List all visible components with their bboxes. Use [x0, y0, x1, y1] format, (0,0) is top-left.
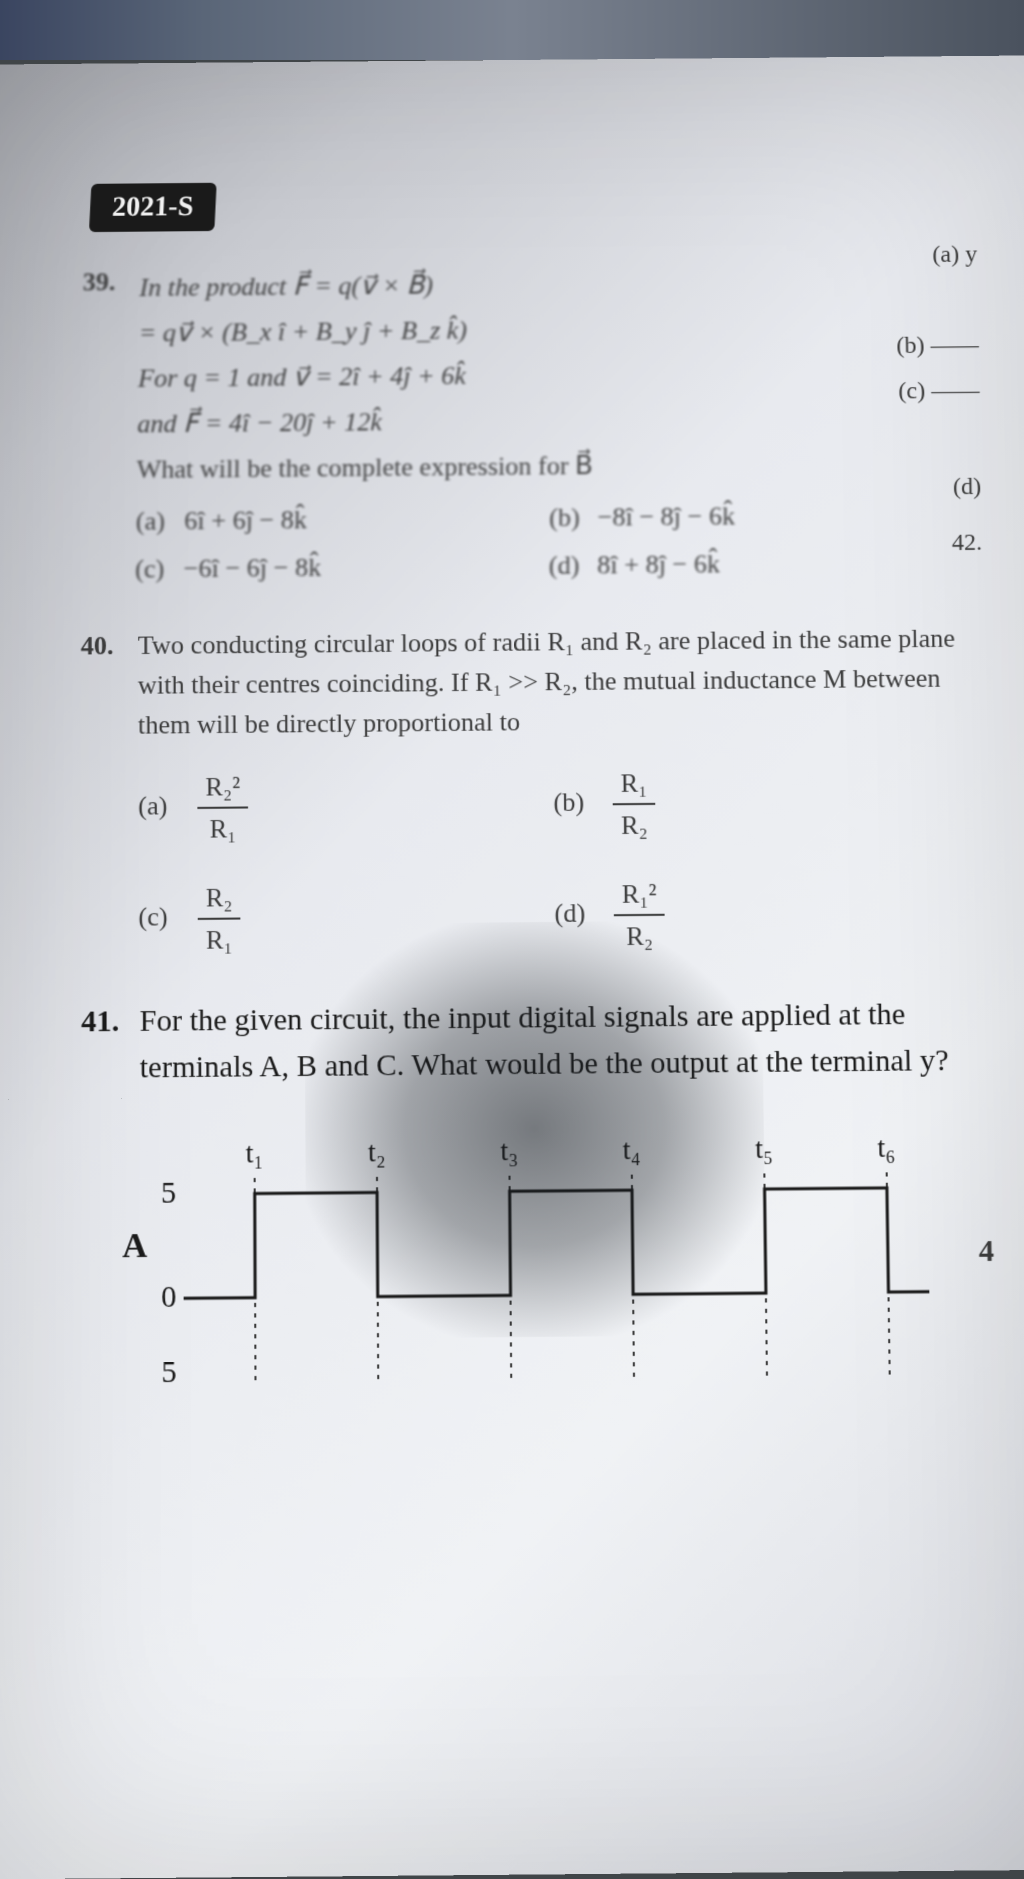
eq-line: In the product F⃗ = q(v⃗ × B⃗)	[139, 261, 962, 307]
eq-line: For q = 1 and v⃗ = 2î + 4ĵ + 6k̂	[138, 351, 963, 398]
side-annotation-4: 4	[978, 1234, 994, 1270]
option-d: (d) R₁² R₂	[554, 871, 971, 957]
numerator: R₂	[198, 877, 241, 920]
question-text: Two conducting circular loops of radii R…	[138, 623, 956, 739]
question-body: For the given circuit, the input digital…	[140, 990, 975, 1090]
numerator: R₁	[612, 763, 655, 805]
waveform-svg: t₁t₂t₃t₄t₅t₆A505	[102, 1115, 941, 1393]
side-annotation-b: (b) ——	[896, 332, 979, 360]
svg-text:t₁: t₁	[246, 1137, 264, 1169]
denominator: R₂	[613, 805, 656, 845]
year-badge: 2021-S	[89, 183, 217, 232]
svg-text:t₂: t₂	[368, 1136, 386, 1168]
svg-text:t₆: t₆	[877, 1132, 895, 1164]
question-40: 40. Two conducting circular loops of rad…	[81, 618, 979, 969]
question-number: 39.	[82, 262, 133, 302]
option-text: −8î − 8ĵ − 6k̂	[597, 501, 735, 532]
fraction: R₁² R₂	[613, 874, 665, 957]
svg-text:5: 5	[161, 1355, 176, 1390]
eq-line: and F⃗ = 4î − 20ĵ + 12k̂	[137, 397, 962, 444]
fraction: R₂² R₁	[197, 766, 248, 848]
svg-text:t₅: t₅	[755, 1133, 773, 1165]
fraction: R₂ R₁	[198, 877, 241, 960]
option-a: (a)6î + 6ĵ − 8k̂	[136, 498, 550, 541]
eq-line: What will be the complete expression for…	[136, 442, 962, 489]
fraction: R₁ R₂	[612, 763, 656, 845]
numerator: R₂²	[197, 766, 248, 808]
question-number: 40.	[81, 626, 132, 666]
side-annotation-d: (d)	[953, 474, 982, 502]
svg-text:t₄: t₄	[622, 1134, 640, 1166]
svg-text:0: 0	[161, 1280, 176, 1315]
svg-text:5: 5	[161, 1176, 176, 1210]
denominator: R₁	[197, 809, 248, 849]
page-top-edge	[0, 0, 1024, 60]
numerator: R₁²	[613, 874, 664, 917]
side-annotation-a: (a) y	[932, 241, 977, 269]
side-annotation-c: (c) ——	[898, 378, 980, 406]
option-c: (c)−6î − 6ĵ − 8k̂	[135, 545, 549, 588]
option-a: (a) R₂² R₁	[138, 764, 554, 850]
page-surface: 2021-S 39. In the product F⃗ = q(v⃗ × B⃗…	[0, 56, 1024, 1879]
question-text: For the given circuit, the input digital…	[140, 997, 949, 1084]
question-body: In the product F⃗ = q(v⃗ × B⃗) = qv⃗ × (…	[135, 255, 963, 597]
question-body: Two conducting circular loops of radii R…	[138, 618, 972, 969]
option-d: (d)8î + 8ĵ − 6k̂	[549, 542, 963, 585]
eq-line: = qv⃗ × (B_x î + B_y ĵ + B_z k̂)	[138, 306, 962, 353]
option-text: −6î − 6ĵ − 8k̂	[183, 553, 321, 584]
side-annotation-42: 42.	[952, 529, 983, 557]
denominator: R₂	[614, 916, 665, 957]
waveform-signal-A: t₁t₂t₃t₄t₅t₆A505	[102, 1114, 987, 1398]
svg-text:t₃: t₃	[500, 1135, 518, 1167]
option-text: 6î + 6ĵ − 8k̂	[184, 505, 307, 536]
options: (a)6î + 6ĵ − 8k̂ (b)−8î − 8ĵ − 6k̂ (c)−6…	[135, 494, 963, 589]
options: (a) R₂² R₁ (b) R₁ R₂ (c)	[138, 760, 971, 961]
option-c: (c) R₂ R₁	[138, 875, 555, 961]
option-b: (b) R₁ R₂	[553, 760, 969, 846]
option-text: 8î + 8ĵ − 6k̂	[597, 549, 720, 580]
question-number: 41.	[81, 998, 132, 1045]
question-41: 41. For the given circuit, the input dig…	[81, 990, 981, 1091]
svg-text:A: A	[122, 1227, 148, 1266]
option-b: (b)−8î − 8ĵ − 6k̂	[549, 494, 962, 537]
question-39: 39. In the product F⃗ = q(v⃗ × B⃗) = qv⃗…	[78, 255, 970, 598]
denominator: R₁	[198, 920, 241, 961]
